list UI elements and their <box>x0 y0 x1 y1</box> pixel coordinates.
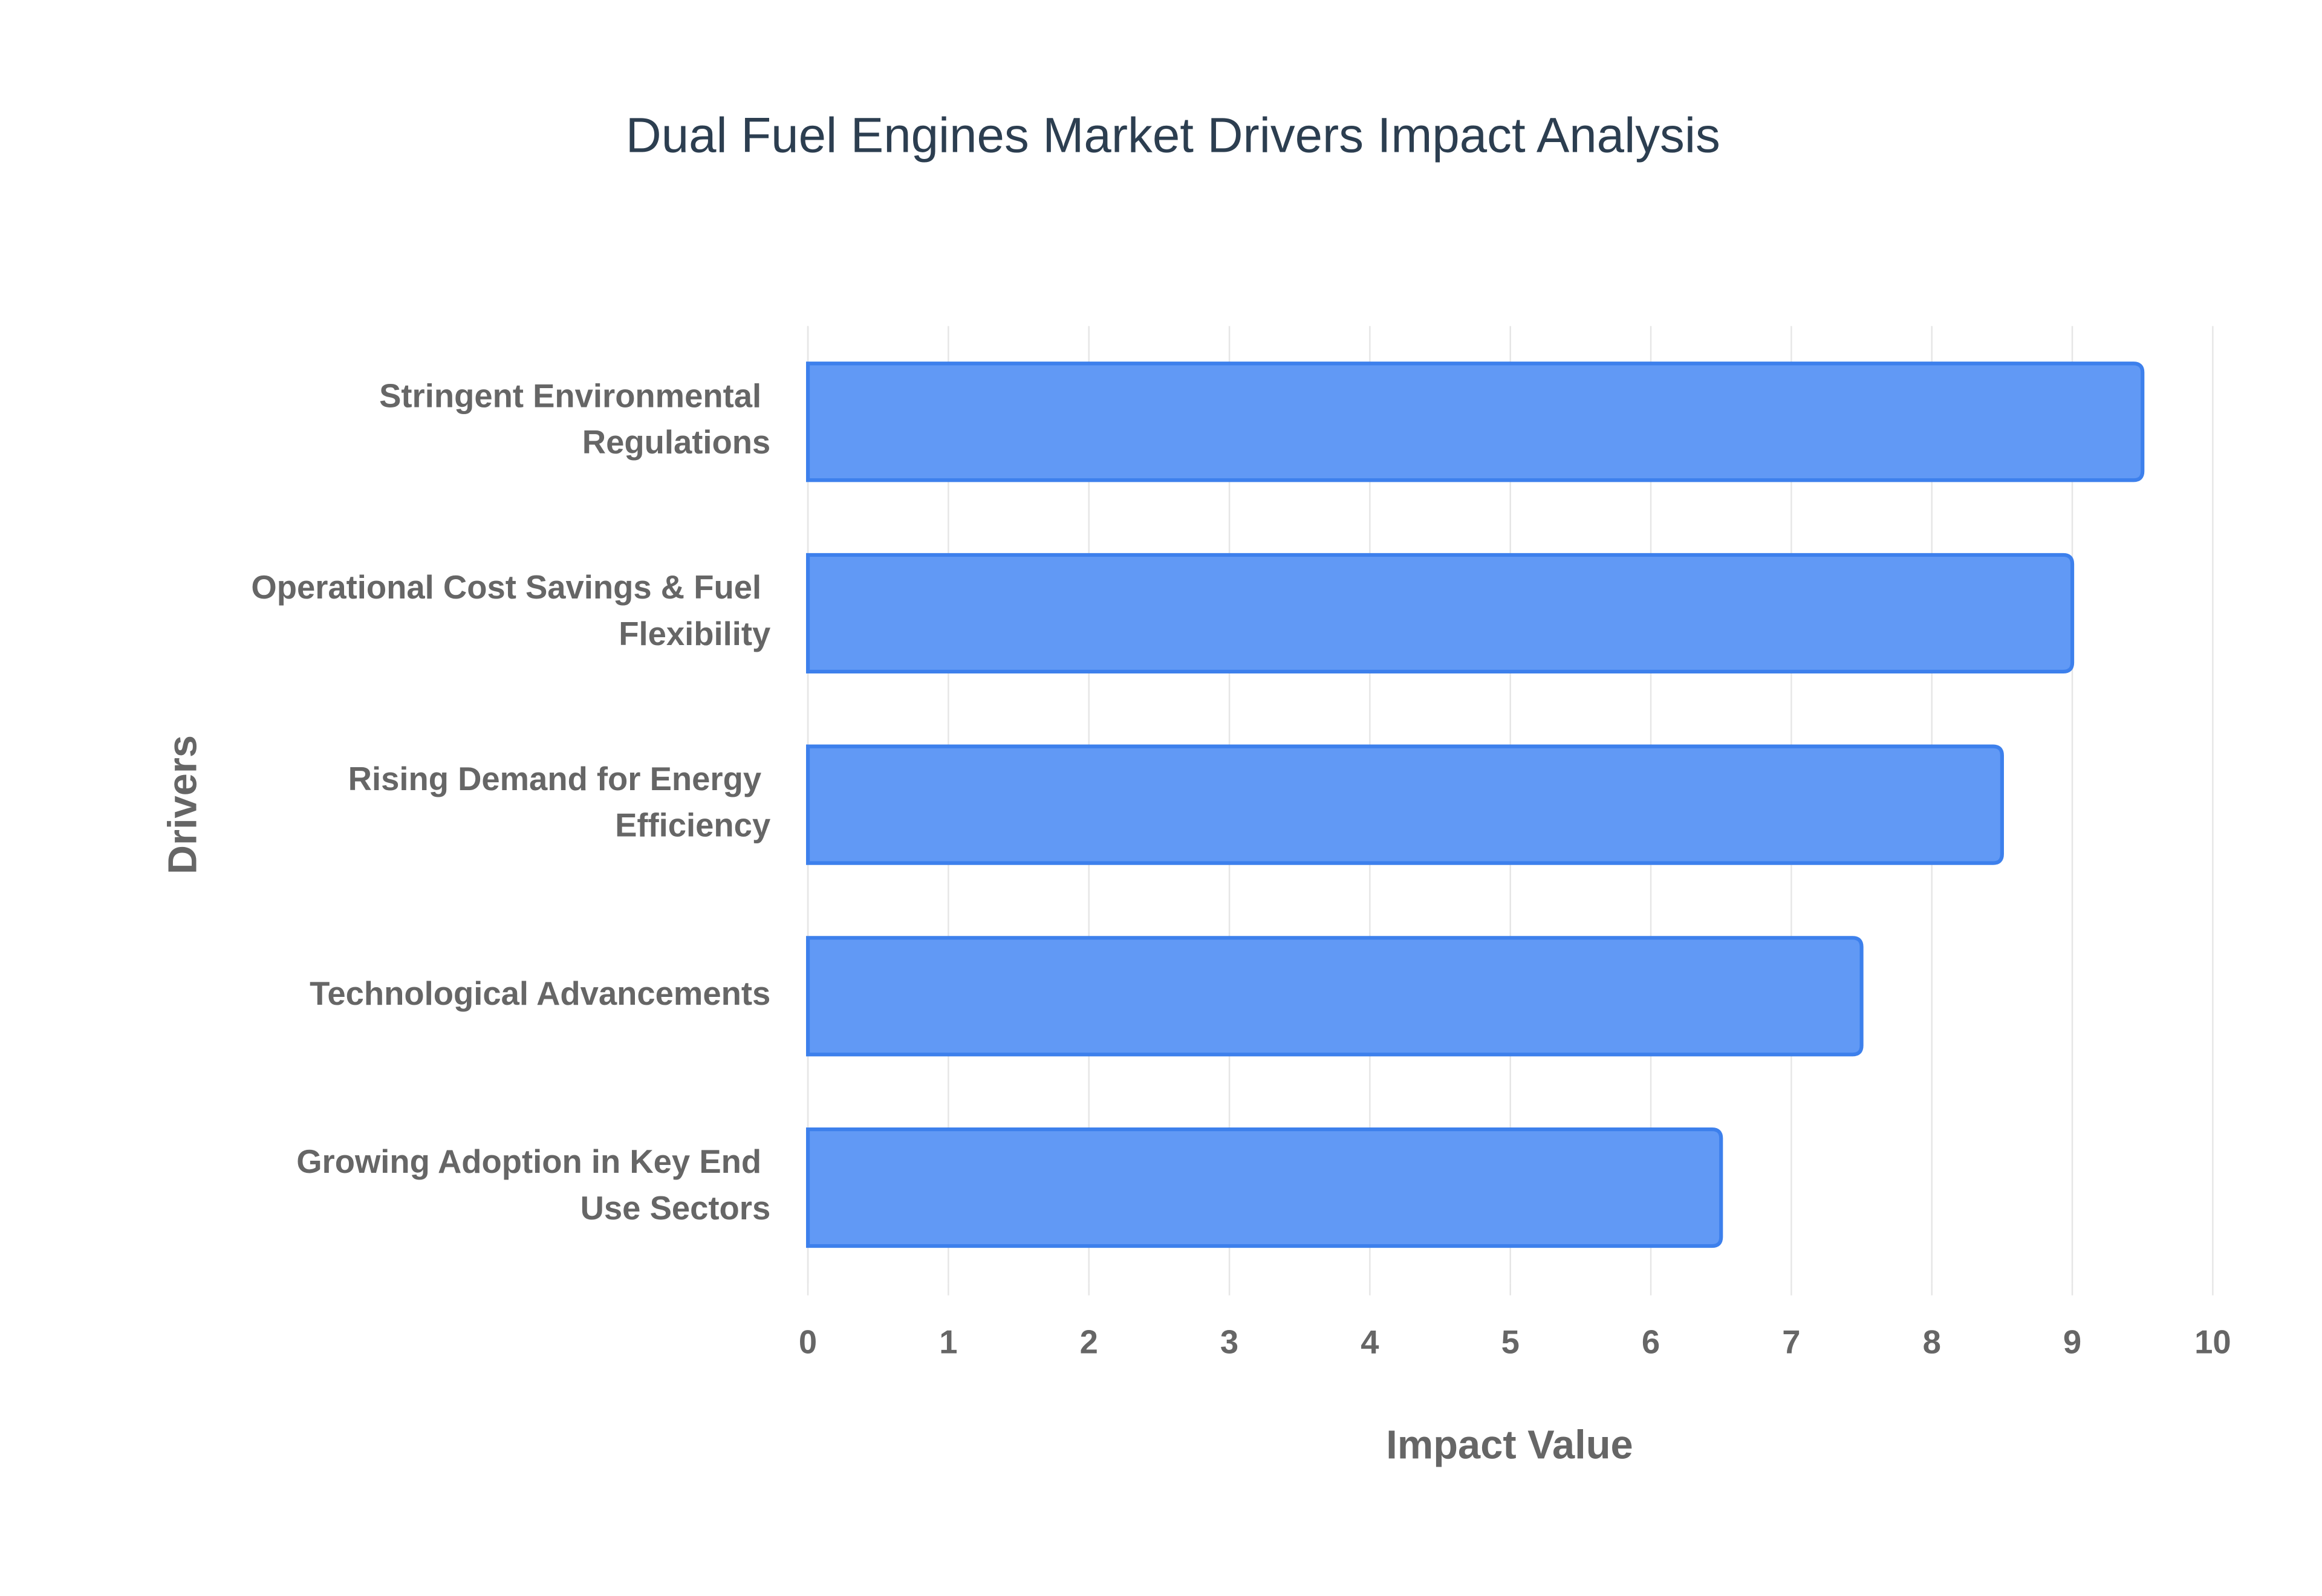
x-tick-label: 10 <box>2194 1324 2231 1361</box>
y-tick-label: Growing Adoption in Key End Use Sectors <box>296 1144 770 1227</box>
x-tick-label: 2 <box>1080 1324 1098 1361</box>
y-tick-label: Operational Cost Savings & Fuel Flexibil… <box>251 569 770 652</box>
x-tick-label: 7 <box>1782 1324 1800 1361</box>
y-tick-label: Technological Advancements <box>310 975 770 1012</box>
y-tick-label: Stringent Environmental Regulations <box>379 378 770 461</box>
x-tick-label: 3 <box>1220 1324 1238 1361</box>
bar <box>805 744 2004 865</box>
y-tick-label: Rising Demand for Energy Efficiency <box>348 761 771 844</box>
x-axis-title: Impact Value <box>1386 1423 1633 1468</box>
x-tick-label: 0 <box>799 1324 817 1361</box>
x-tick-label: 8 <box>1923 1324 1941 1361</box>
bar <box>805 553 2075 674</box>
chart-title: Dual Fuel Engines Market Drivers Impact … <box>626 108 1720 163</box>
x-tick-label: 4 <box>1361 1324 1379 1361</box>
x-tick-label: 9 <box>2063 1324 2081 1361</box>
bar <box>805 1127 1723 1248</box>
x-tick-label: 1 <box>939 1324 957 1361</box>
bar <box>805 362 2145 482</box>
x-tick-label: 6 <box>1642 1324 1660 1361</box>
bar <box>805 936 1864 1057</box>
y-axis-title: Drivers <box>160 735 205 874</box>
x-tick-label: 5 <box>1501 1324 1520 1361</box>
